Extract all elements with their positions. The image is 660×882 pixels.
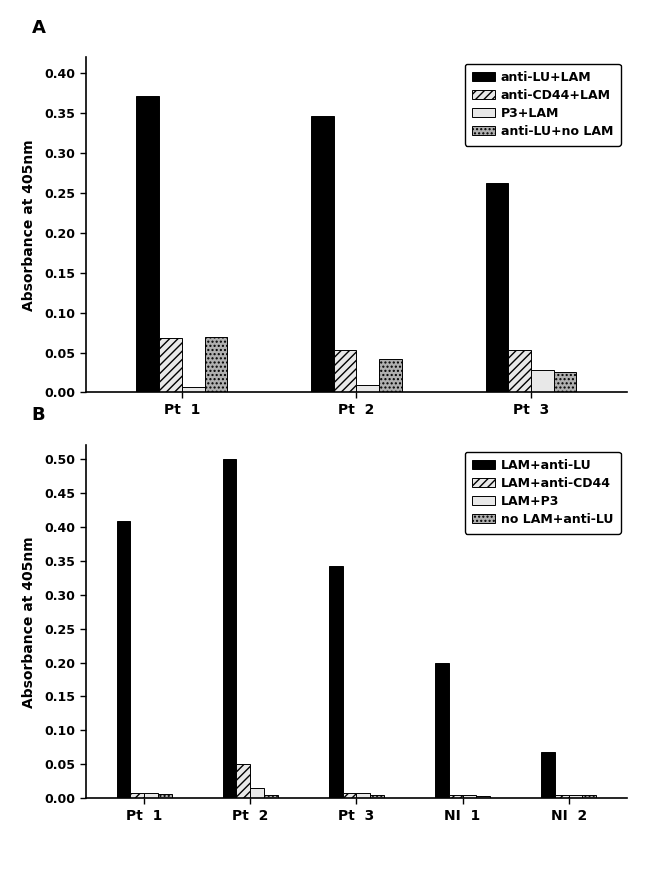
Bar xyxy=(379,359,402,392)
Bar xyxy=(531,370,554,392)
Bar xyxy=(449,796,463,798)
Bar xyxy=(486,183,508,392)
Bar xyxy=(264,795,278,798)
Bar xyxy=(117,521,131,798)
Bar xyxy=(582,796,596,798)
Bar xyxy=(356,793,370,798)
Bar xyxy=(131,794,144,798)
Bar xyxy=(205,337,227,392)
Bar xyxy=(541,752,555,798)
Bar xyxy=(182,387,205,392)
Bar xyxy=(334,350,356,392)
Bar xyxy=(250,788,264,798)
Text: B: B xyxy=(32,407,46,424)
Bar xyxy=(477,796,490,798)
Bar xyxy=(329,566,343,798)
Y-axis label: Absorbance at 405nm: Absorbance at 405nm xyxy=(22,139,36,310)
Text: A: A xyxy=(32,19,46,37)
Bar xyxy=(236,765,250,798)
Legend: LAM+anti-LU, LAM+anti-CD44, LAM+P3, no LAM+anti-LU: LAM+anti-LU, LAM+anti-CD44, LAM+P3, no L… xyxy=(465,452,621,534)
Bar xyxy=(222,459,236,798)
Bar xyxy=(356,385,379,392)
Bar xyxy=(463,796,477,798)
Bar xyxy=(435,662,449,798)
Bar xyxy=(508,350,531,392)
Bar xyxy=(370,796,384,798)
Bar xyxy=(554,371,576,392)
Bar xyxy=(555,795,569,798)
Bar xyxy=(569,796,582,798)
Bar xyxy=(144,794,158,798)
Bar xyxy=(159,338,182,392)
Legend: anti-LU+LAM, anti-CD44+LAM, P3+LAM, anti-LU+no LAM: anti-LU+LAM, anti-CD44+LAM, P3+LAM, anti… xyxy=(465,64,621,146)
Y-axis label: Absorbance at 405nm: Absorbance at 405nm xyxy=(22,536,36,707)
Bar xyxy=(343,794,356,798)
Bar xyxy=(137,95,159,392)
Bar xyxy=(158,794,172,798)
Bar xyxy=(311,116,334,392)
